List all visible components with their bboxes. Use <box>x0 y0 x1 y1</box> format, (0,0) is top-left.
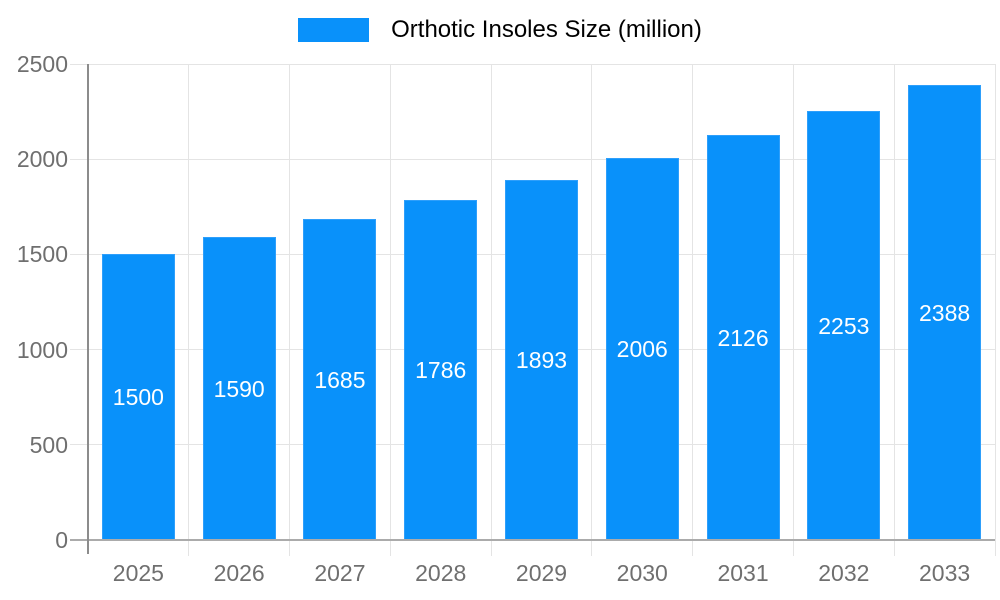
x-tick-label: 2029 <box>515 560 568 586</box>
gridline-vertical <box>994 64 996 556</box>
gridline-vertical <box>591 64 593 556</box>
bar-value-label: 1590 <box>213 375 265 402</box>
gridline-vertical <box>289 64 291 556</box>
y-tick-label: 0 <box>55 527 68 553</box>
bar-2029[interactable]: 1893 <box>505 179 578 540</box>
bar-value-label: 2006 <box>616 336 668 363</box>
x-axis-line <box>70 539 995 541</box>
bar-2031[interactable]: 2126 <box>706 135 780 540</box>
x-tick-label: 2032 <box>818 560 870 586</box>
gridline-vertical <box>188 64 190 556</box>
legend-swatch <box>298 18 370 42</box>
y-tick-label: 2500 <box>16 51 68 77</box>
bar-value-label: 1786 <box>415 356 467 383</box>
x-tick-label: 2027 <box>314 560 366 586</box>
x-tick-label: 2026 <box>213 560 265 586</box>
gridline-vertical <box>792 64 794 556</box>
bar-value-label: 1685 <box>314 366 366 393</box>
bar-2028[interactable]: 1786 <box>404 199 478 540</box>
y-tick-label: 2000 <box>16 146 68 173</box>
bar-value-label: 2388 <box>919 299 971 326</box>
bar-2033[interactable]: 2388 <box>908 85 982 540</box>
y-tick-label: 1000 <box>16 336 68 363</box>
y-axis-line <box>87 64 89 554</box>
x-tick-label: 2025 <box>112 560 164 586</box>
x-tick-label: 2033 <box>919 560 971 586</box>
y-tick-label: 500 <box>29 431 68 458</box>
gridline-vertical <box>893 64 895 556</box>
chart-legend[interactable]: Orthotic Insoles Size (million) <box>0 16 1000 44</box>
bar-value-label: 2253 <box>818 312 870 339</box>
x-tick-label: 2031 <box>717 560 769 586</box>
legend-label: Orthotic Insoles Size (million) <box>391 16 702 43</box>
bar-2032[interactable]: 2253 <box>807 111 881 540</box>
bar-2026[interactable]: 1590 <box>202 237 276 540</box>
gridline-horizontal <box>70 158 995 160</box>
bar-2027[interactable]: 1685 <box>303 219 377 540</box>
bar-value-label: 1500 <box>112 384 164 411</box>
gridline-vertical <box>692 64 694 556</box>
gridline-horizontal <box>70 63 995 65</box>
x-tick-label: 2028 <box>415 560 467 586</box>
bar-value-label: 2126 <box>717 324 769 351</box>
gridline-vertical <box>389 64 391 556</box>
bar-2030[interactable]: 2006 <box>605 158 679 540</box>
y-tick-label: 1500 <box>16 241 68 268</box>
bar-value-label: 1893 <box>515 346 568 373</box>
bar-2025[interactable]: 1500 <box>101 254 175 540</box>
gridline-vertical <box>490 64 492 556</box>
x-tick-label: 2030 <box>616 560 668 586</box>
